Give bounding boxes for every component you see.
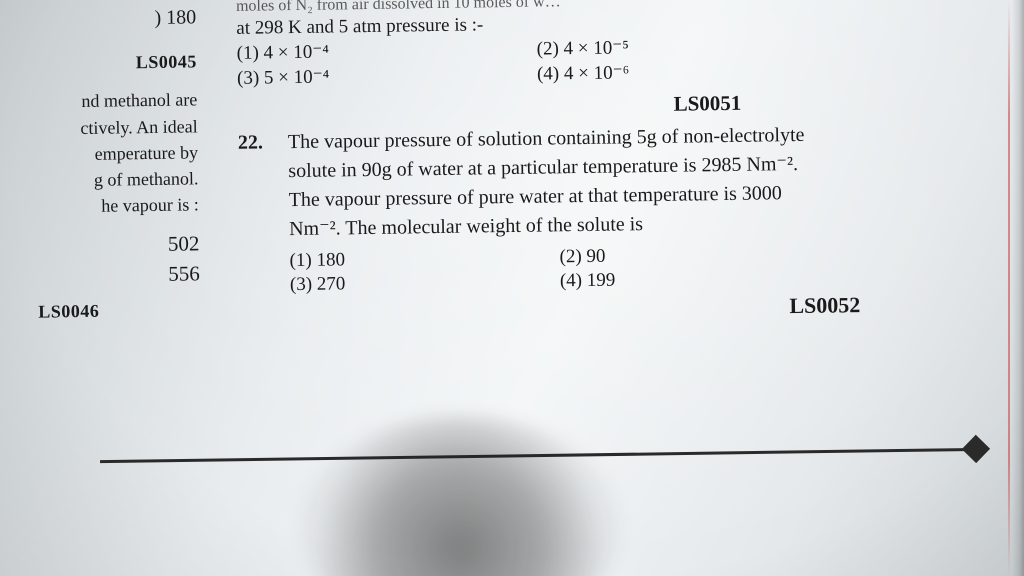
code-ls0052: LS0052 (240, 291, 920, 326)
left-column-fragment: ) 180 LS0045 nd methanol are ctively. An… (0, 4, 200, 327)
q21-option-3: (3) 5 × 10⁻⁴ (237, 64, 457, 90)
q22-options: (1) 180 (2) 90 (3) 270 (4) 199 (289, 244, 710, 296)
q22-number: 22. (238, 128, 272, 244)
left-frag-180: ) 180 (0, 4, 196, 34)
main-column: moles of N₂ from air dissolved in 10 mol… (236, 0, 921, 327)
left-frag-line: ctively. An ideal (0, 114, 198, 141)
left-num-502: 502 (0, 229, 200, 260)
page-edge-shadow (1012, 0, 1024, 576)
left-frag-line: emperature by (0, 140, 198, 167)
q21-options: (1) 4 × 10⁻⁴ (2) 4 × 10⁻⁵ (3) 5 × 10⁻⁴ (… (237, 35, 758, 90)
q22: 22. The vapour pressure of solution cont… (238, 119, 920, 244)
q22-option-4: (4) 199 (560, 268, 710, 292)
q22-text: The vapour pressure of solution containi… (288, 121, 830, 245)
page-margin-line (1008, 0, 1010, 576)
code-ls0046: LS0046 (0, 298, 200, 325)
left-frag-line: nd methanol are (0, 88, 198, 115)
left-frag-line: g of methanol. (0, 167, 199, 194)
q21-option-2: (2) 4 × 10⁻⁵ (537, 35, 757, 61)
q22-option-2: (2) 90 (559, 244, 709, 268)
q22-option-3: (3) 270 (290, 272, 440, 296)
q22-option-1: (1) 180 (289, 248, 439, 272)
q21-option-1: (1) 4 × 10⁻⁴ (237, 39, 457, 65)
left-num-556: 556 (0, 259, 200, 290)
q21-option-4: (4) 4 × 10⁻⁶ (537, 60, 757, 86)
code-ls0051: LS0051 (497, 88, 917, 119)
left-frag-line: he vapour is : (0, 193, 199, 220)
code-ls0045: LS0045 (0, 49, 197, 76)
